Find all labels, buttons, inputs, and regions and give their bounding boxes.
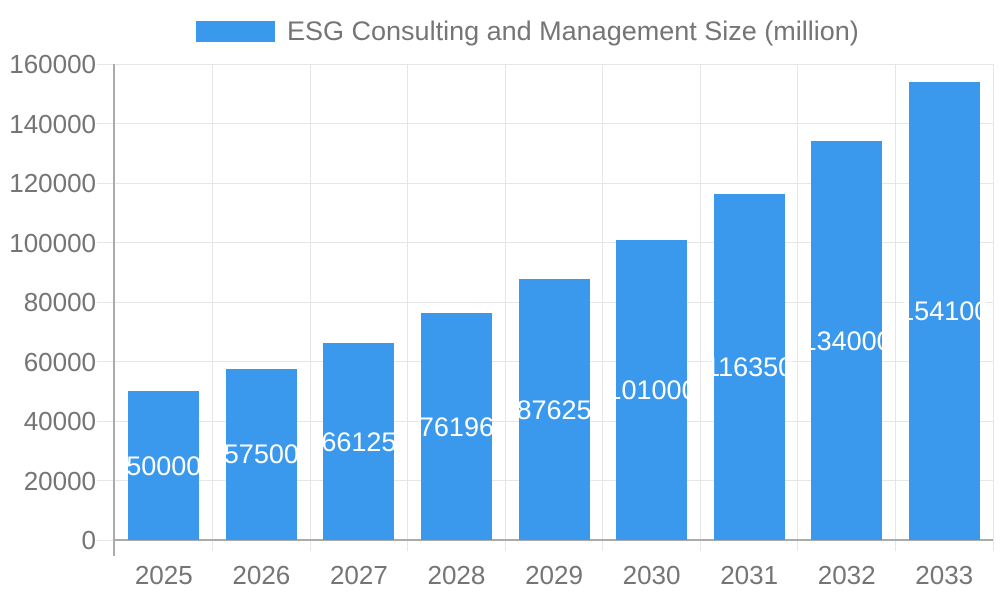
bar-value-label: 101000 [606, 374, 697, 405]
y-axis-tick-label: 100000 [9, 227, 96, 258]
legend-label: ESG Consulting and Management Size (mill… [287, 15, 859, 46]
bar-value-label: 76196 [418, 411, 494, 442]
bar [908, 81, 980, 540]
x-axis-tick-label: 2030 [622, 560, 681, 590]
y-axis-tick [97, 539, 115, 541]
gridline-vertical [407, 64, 409, 551]
y-axis-tick-label: 20000 [23, 465, 96, 496]
bar [420, 313, 492, 540]
bar-value-label: 66125 [321, 426, 397, 457]
y-axis-tick [97, 301, 115, 303]
x-axis-line [115, 539, 993, 541]
bar [323, 343, 395, 540]
y-axis-tick-label: 60000 [23, 346, 96, 377]
bar-value-label: 154100 [899, 295, 990, 326]
bar [225, 368, 297, 540]
y-axis-tick-label: 40000 [23, 406, 96, 436]
gridline-vertical [504, 64, 506, 551]
y-axis-tick [97, 480, 115, 481]
x-axis-tick-label: 2033 [915, 560, 974, 590]
x-axis-tick-label: 2032 [817, 560, 876, 590]
y-axis-tick [97, 123, 115, 124]
x-axis-tick-label: 2028 [427, 560, 486, 590]
y-axis-tick [97, 361, 115, 362]
y-axis-line [113, 64, 115, 556]
x-axis-tick-label: 2027 [329, 560, 388, 590]
y-axis-tick [97, 182, 115, 184]
bar-value-label: 116350 [705, 351, 794, 382]
x-axis-tick-label: 2031 [720, 560, 779, 590]
gridline-vertical [309, 64, 311, 551]
y-axis-tick-label: 80000 [23, 287, 96, 317]
gridline-vertical [894, 64, 896, 551]
x-axis-tick-label: 2029 [525, 560, 583, 590]
y-axis-tick [97, 63, 115, 65]
y-axis-tick-label: 140000 [9, 108, 96, 139]
x-axis-tick-label: 2026 [232, 560, 291, 590]
y-axis-tick [97, 420, 115, 422]
y-axis-tick-label: 120000 [9, 168, 96, 198]
bar-value-label: 50000 [126, 450, 202, 481]
chart-legend[interactable]: ESG Consulting and Management Size (mill… [196, 14, 859, 48]
bar [128, 391, 200, 540]
gridline-vertical [797, 64, 799, 551]
gridline-horizontal [115, 182, 993, 184]
gridline-horizontal [115, 63, 993, 65]
y-axis-tick [97, 242, 115, 243]
bar-value-label: 87625 [516, 394, 592, 425]
x-axis-tick-label: 2025 [134, 560, 193, 590]
bar-value-label: 57500 [223, 439, 299, 470]
bar [518, 279, 590, 540]
y-axis-tick-label: 160000 [9, 49, 96, 79]
gridline-horizontal [115, 242, 993, 243]
gridline-vertical [212, 64, 214, 551]
gridline-vertical [602, 64, 604, 551]
y-axis-tick-label: 0 [81, 525, 96, 555]
gridline-horizontal [115, 123, 993, 124]
legend-swatch-icon [196, 20, 275, 42]
bar-value-label: 134000 [801, 325, 892, 356]
bar [616, 239, 688, 540]
bar [811, 141, 883, 540]
bar [713, 193, 785, 540]
gridline-vertical [992, 64, 994, 551]
gridline-vertical [699, 64, 701, 551]
